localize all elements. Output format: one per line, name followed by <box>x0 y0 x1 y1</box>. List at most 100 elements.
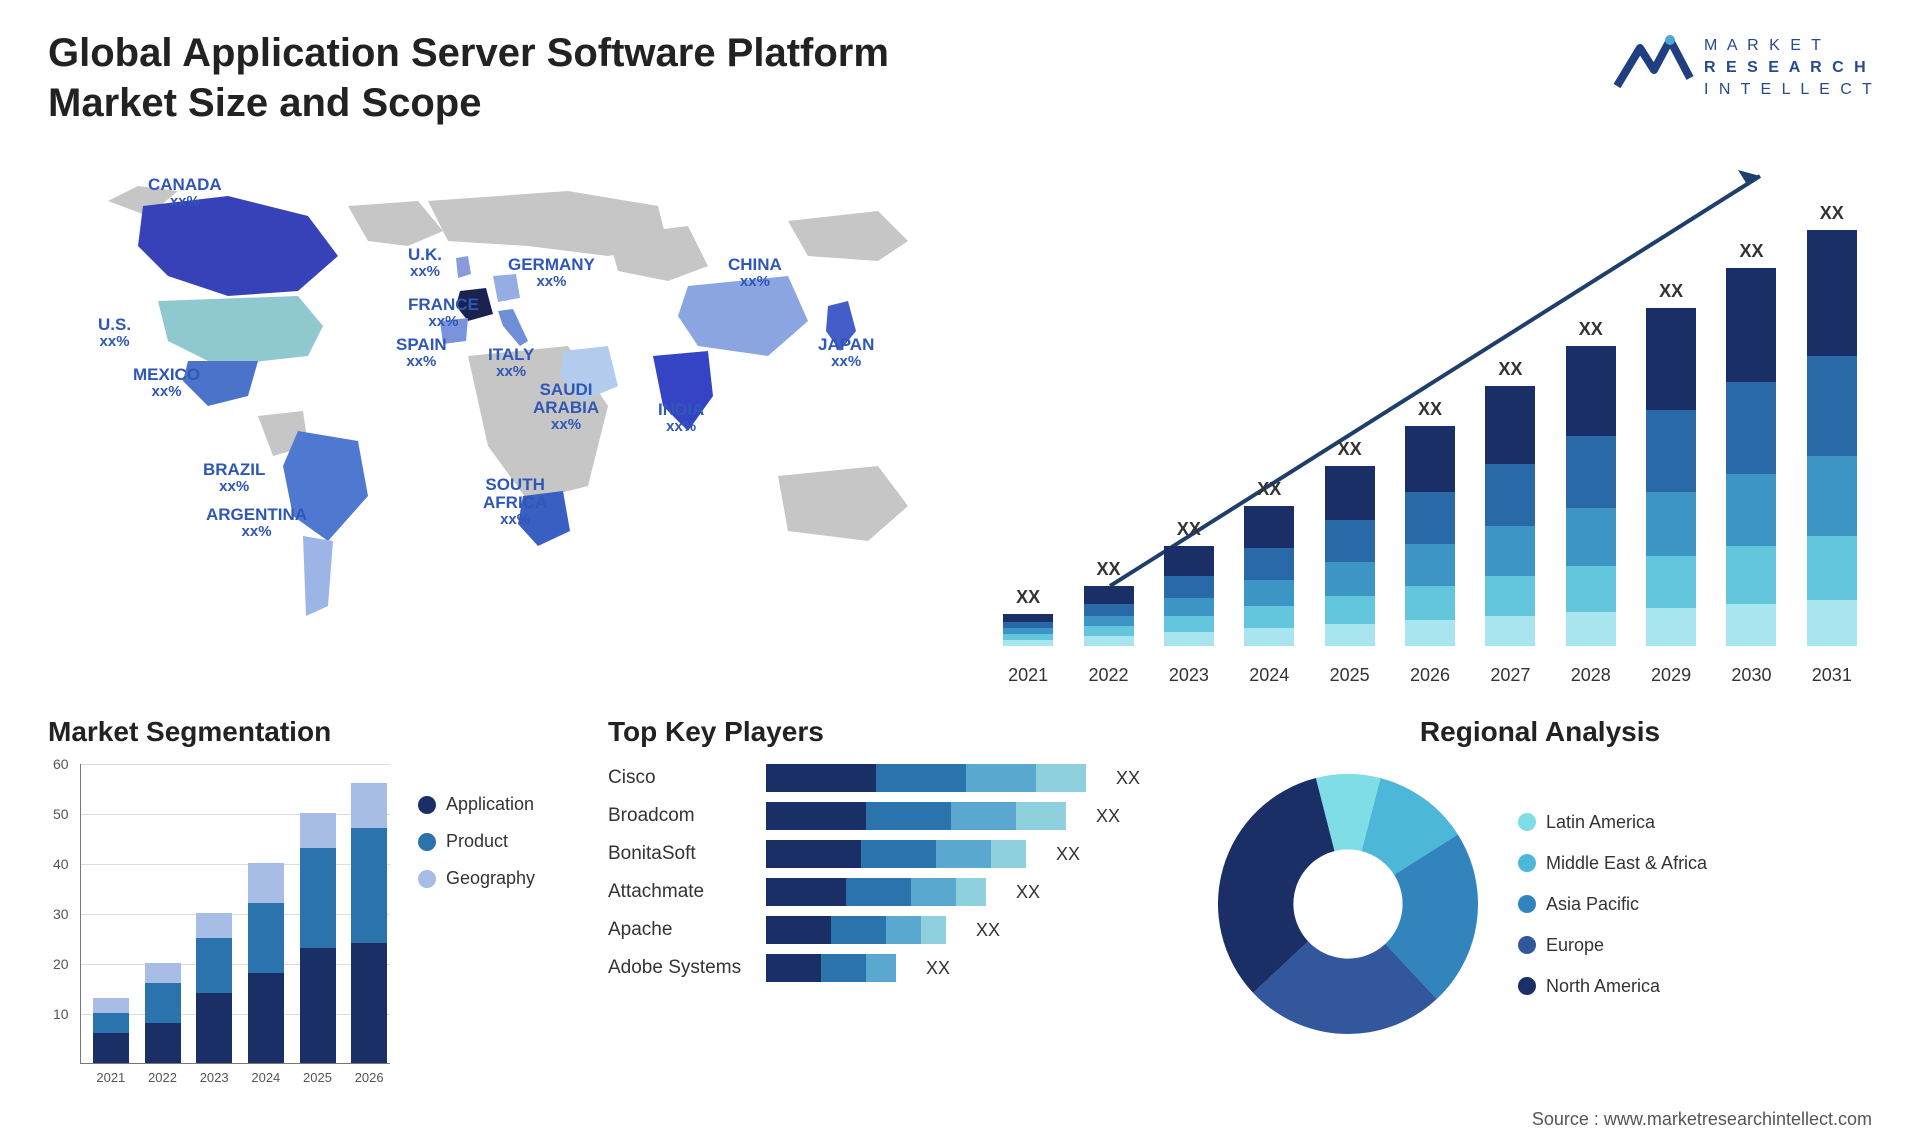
seg-legend-item: Geography <box>418 868 535 889</box>
kp-row: Broadcom XX <box>608 802 1168 830</box>
map-label-southafrica: SOUTHAFRICAxx% <box>483 476 547 527</box>
source-text: Source : www.marketresearchintellect.com <box>1532 1109 1872 1130</box>
regional-legend-item: Europe <box>1518 935 1707 956</box>
kp-row: Adobe Systems XX <box>608 954 1168 982</box>
growth-x-label: 2031 <box>1802 665 1862 686</box>
seg-x-label: 2025 <box>296 1070 340 1085</box>
seg-ytick: 60 <box>53 756 69 772</box>
kp-label: Cisco <box>608 767 748 789</box>
segmentation-legend: Application Product Geography <box>418 764 535 1064</box>
kp-bar <box>766 878 986 906</box>
growth-value-label: XX <box>1561 319 1621 340</box>
growth-value-label: XX <box>1320 439 1380 460</box>
map-label-canada: CANADAxx% <box>148 176 222 210</box>
growth-bar-2022 <box>1084 586 1134 646</box>
kp-value: XX <box>1056 844 1080 865</box>
kp-label: Adobe Systems <box>608 957 748 979</box>
growth-x-label: 2025 <box>1320 665 1380 686</box>
seg-bar-2021 <box>93 998 129 1063</box>
map-region-argentina <box>303 536 333 616</box>
map-region-usa <box>158 296 323 366</box>
regional-legend-item: Latin America <box>1518 812 1707 833</box>
regional-legend-item: Asia Pacific <box>1518 894 1707 915</box>
svg-text:I N T E L L E C T: I N T E L L E C T <box>1704 81 1872 98</box>
growth-bar-2029 <box>1646 308 1696 646</box>
regional-title: Regional Analysis <box>1208 716 1872 748</box>
kp-row: AttachmateXX <box>608 878 1168 906</box>
segmentation-title: Market Segmentation <box>48 716 568 748</box>
seg-legend-item: Product <box>418 831 535 852</box>
seg-bar-2023 <box>196 913 232 1063</box>
growth-bar-2025 <box>1325 466 1375 646</box>
world-map-panel: CANADAxx%U.S.xx%MEXICOxx%BRAZILxx%ARGENT… <box>48 146 948 686</box>
brand-logo: M A R K E TR E S E A R C HI N T E L L E … <box>1612 28 1872 113</box>
kp-bar <box>766 840 1026 868</box>
kp-label: Broadcom <box>608 805 748 827</box>
growth-x-label: 2022 <box>1079 665 1139 686</box>
regional-legend-item: Middle East & Africa <box>1518 853 1707 874</box>
map-label-saudiarabia: SAUDIARABIAxx% <box>533 381 599 432</box>
growth-x-label: 2030 <box>1721 665 1781 686</box>
growth-value-label: XX <box>1641 281 1701 302</box>
growth-x-label: 2026 <box>1400 665 1460 686</box>
kp-value: XX <box>926 958 950 979</box>
seg-ytick: 50 <box>53 806 69 822</box>
seg-ytick: 20 <box>53 956 69 972</box>
map-label-uk: U.K.xx% <box>408 246 442 280</box>
growth-x-label: 2023 <box>1159 665 1219 686</box>
growth-value-label: XX <box>1721 241 1781 262</box>
map-region-uk <box>456 256 471 278</box>
kp-row: Apache XX <box>608 916 1168 944</box>
kp-row: BonitaSoft XX <box>608 840 1168 868</box>
growth-bar-chart: XXXXXXXXXXXXXXXXXXXXXX 20212022202320242… <box>988 146 1872 686</box>
kp-value: XX <box>976 920 1000 941</box>
seg-x-label: 2023 <box>192 1070 236 1085</box>
kp-bar <box>766 954 896 982</box>
growth-bar-2028 <box>1566 346 1616 646</box>
map-region-canada <box>138 196 338 296</box>
map-label-brazil: BRAZILxx% <box>203 461 265 495</box>
seg-ytick: 30 <box>53 906 69 922</box>
seg-bar-2025 <box>300 813 336 1063</box>
svg-text:M A R K E T: M A R K E T <box>1704 37 1824 54</box>
growth-bar-2023 <box>1164 546 1214 646</box>
seg-ytick: 10 <box>53 1006 69 1022</box>
seg-x-label: 2021 <box>89 1070 133 1085</box>
map-label-mexico: MEXICOxx% <box>133 366 200 400</box>
map-region-italy <box>498 309 528 346</box>
regional-donut <box>1208 764 1488 1044</box>
map-label-argentina: ARGENTINAxx% <box>206 506 307 540</box>
seg-bar-2022 <box>145 963 181 1063</box>
growth-value-label: XX <box>1079 559 1139 580</box>
kp-value: XX <box>1096 806 1120 827</box>
growth-x-label: 2021 <box>998 665 1058 686</box>
growth-bar-2026 <box>1405 426 1455 646</box>
map-label-germany: GERMANYxx% <box>508 256 595 290</box>
kp-row: Cisco XX <box>608 764 1168 792</box>
segmentation-panel: Market Segmentation 10203040506020212022… <box>48 716 568 1064</box>
regional-legend-item: North America <box>1518 976 1707 997</box>
map-label-india: INDIAxx% <box>658 401 704 435</box>
kp-bar <box>766 764 1086 792</box>
growth-value-label: XX <box>998 587 1058 608</box>
key-players-title: Top Key Players <box>608 716 1168 748</box>
growth-x-label: 2027 <box>1480 665 1540 686</box>
growth-bar-2024 <box>1244 506 1294 646</box>
map-label-spain: SPAINxx% <box>396 336 447 370</box>
growth-value-label: XX <box>1802 203 1862 224</box>
seg-x-label: 2026 <box>347 1070 391 1085</box>
seg-ytick: 40 <box>53 856 69 872</box>
kp-label: BonitaSoft <box>608 843 748 865</box>
map-label-france: FRANCExx% <box>408 296 479 330</box>
key-players-panel: Top Key Players CiscoXXBroadcomXXBonitaS… <box>608 716 1168 1064</box>
kp-label: Apache <box>608 919 748 941</box>
map-label-china: CHINAxx% <box>728 256 782 290</box>
seg-bar-2026 <box>351 783 387 1063</box>
seg-bar-2024 <box>248 863 284 1063</box>
growth-x-label: 2029 <box>1641 665 1701 686</box>
kp-bar <box>766 802 1066 830</box>
growth-value-label: XX <box>1400 399 1460 420</box>
kp-value: XX <box>1116 768 1140 789</box>
growth-value-label: XX <box>1239 479 1299 500</box>
seg-legend-item: Application <box>418 794 535 815</box>
